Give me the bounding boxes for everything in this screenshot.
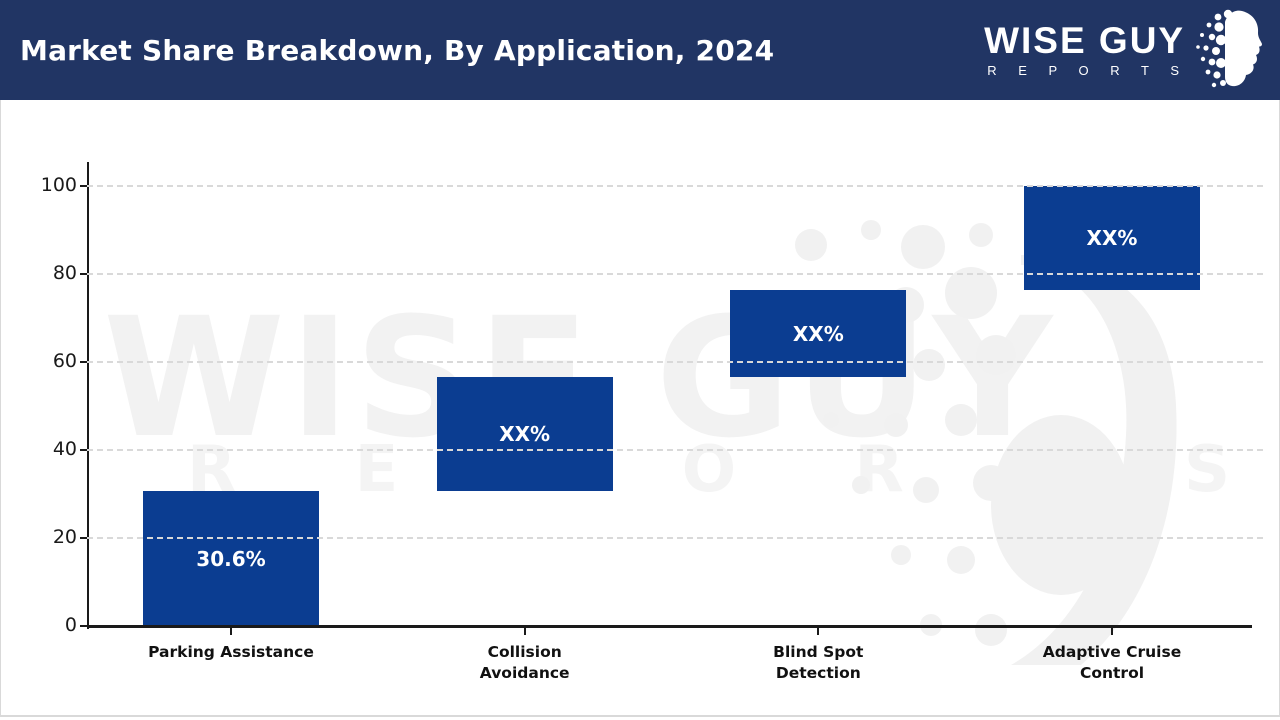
bar-value-label: XX% <box>1086 225 1138 250</box>
logo-title-text: WISE GUY <box>984 20 1186 61</box>
y-axis-line <box>87 162 89 629</box>
bar-blind-spot-detection: XX% <box>730 289 907 378</box>
y-tick-mark <box>80 625 87 627</box>
header: Market Share Breakdown, By Application, … <box>0 0 1280 100</box>
x-axis-line <box>87 625 1252 628</box>
gridline <box>87 273 1263 275</box>
logo-subtitle-text: R E P O R T S <box>987 63 1188 78</box>
y-tick-label: 20 <box>52 526 77 548</box>
y-tick-label: 40 <box>52 438 77 460</box>
y-tick-label: 0 <box>64 614 77 636</box>
logo-wordmark: WISE GUY R E P O R T S <box>981 22 1188 78</box>
y-tick-mark <box>80 273 87 275</box>
y-tick-label: 100 <box>40 174 77 196</box>
bar-adaptive-cruise-control: XX% <box>1024 186 1200 290</box>
x-tick-mark <box>523 628 526 635</box>
gridline <box>87 449 1263 451</box>
bar-value-label: 30.6% <box>196 546 266 571</box>
x-tick-mark <box>1111 628 1113 635</box>
gridline <box>87 361 1263 363</box>
y-tick-mark <box>80 537 87 539</box>
x-tick-mark <box>230 628 232 635</box>
x-category-label: Blind Spot Detection <box>773 643 864 682</box>
bar-value-label: XX% <box>792 321 844 346</box>
y-tick-label: 80 <box>52 262 77 284</box>
gridline <box>87 185 1263 187</box>
x-category-label: Parking Assistance <box>148 643 314 661</box>
wise-guy-logo: WISE GUY R E P O R T S <box>981 7 1266 93</box>
page-title: Market Share Breakdown, By Application, … <box>20 33 775 67</box>
bar-collision-avoidance: XX% <box>436 377 613 492</box>
y-tick-mark <box>80 449 87 451</box>
y-tick-mark <box>80 185 87 187</box>
x-category-label: Adaptive Cruise Control <box>1042 643 1182 682</box>
bar-value-label: XX% <box>499 422 551 447</box>
y-tick-label: 60 <box>52 350 77 372</box>
logo-face-icon <box>1196 9 1262 88</box>
chart-area: WISE GUY R E P O R T S 0 20 40 60 80 100 30.6%… <box>0 100 1280 717</box>
x-tick-mark <box>817 628 820 635</box>
gridline <box>87 537 1263 539</box>
bar-parking-assistance: 30.6% <box>143 491 319 626</box>
y-tick-mark <box>80 361 87 363</box>
watermark-dots-pattern <box>772 220 1177 665</box>
bar-chart: 0 20 40 60 80 100 30.6% Parking Assistance XX% Co… <box>1 100 1279 715</box>
x-category-label: Collision Avoidance <box>479 643 570 682</box>
